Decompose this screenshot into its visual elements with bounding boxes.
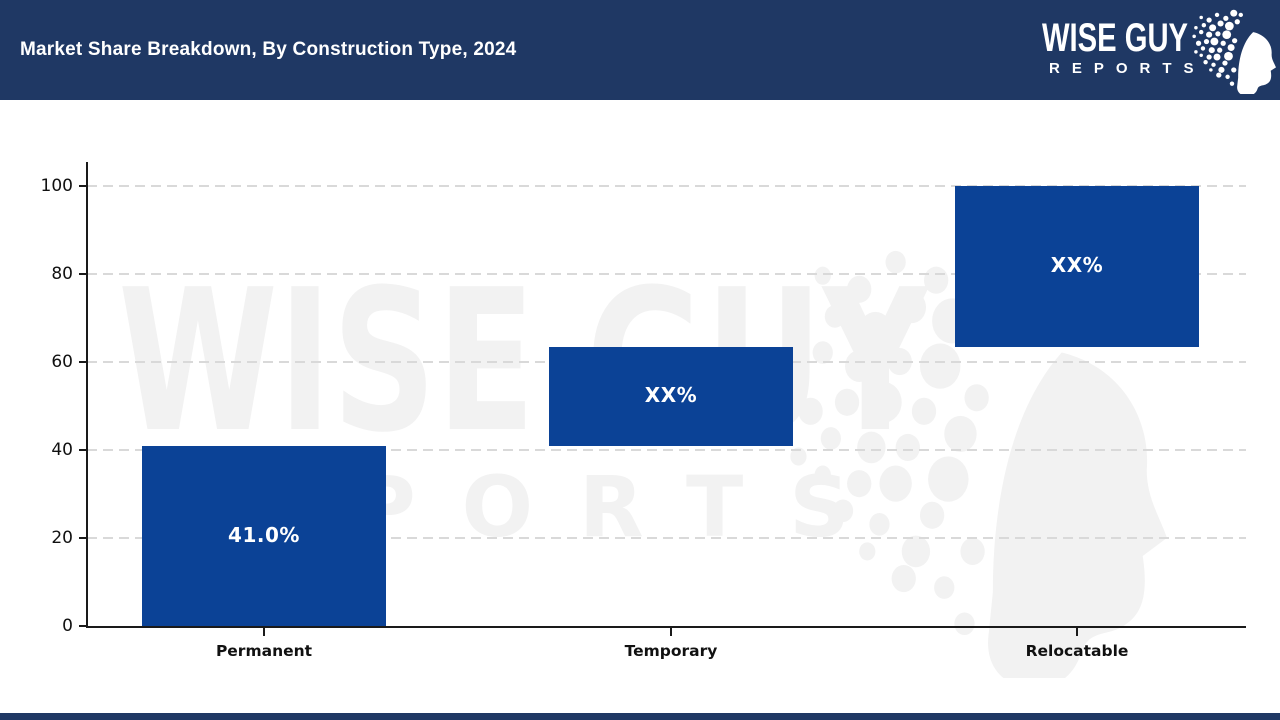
y-tick-label: 20 [51,528,73,548]
head-profile-dots-icon [1192,9,1276,94]
x-tick [1076,628,1078,636]
gridline [87,185,1246,187]
bar-plot: 0 20 40 60 80 100 41.0% Permanent XX% Temporary XX… [0,100,1280,713]
y-tick [79,537,87,539]
y-tick [79,273,87,275]
chart-title: Market Share Breakdown, By Construction … [20,39,517,60]
y-tick [79,361,87,363]
bar-permanent [142,445,386,626]
y-tick-label: 80 [51,264,73,284]
x-tick [263,628,265,636]
x-tick-label-relocatable: Relocatable [1025,642,1129,660]
chart-area: WISE GUY REPORTS 0 20 40 60 80 100 41.0% Perman… [0,100,1280,713]
bar-temporary [549,346,793,446]
gridline [87,449,1246,451]
bar-value-label: XX% [1050,253,1104,278]
y-tick [79,449,87,451]
x-tick [670,628,672,636]
gridline [87,537,1246,539]
bar-value-label: 41.0% [228,522,300,547]
footer-bar [0,713,1280,720]
y-tick-label: 100 [40,176,73,196]
logo-subtext: REPORTS [1049,60,1206,77]
y-tick [79,185,87,187]
x-tick-label-temporary: Temporary [624,642,718,660]
gridline [87,273,1246,275]
y-tick-label: 0 [62,616,73,636]
y-axis-line [86,162,88,628]
x-tick-label-permanent: Permanent [215,642,313,660]
bar-value-label: XX% [644,383,698,408]
header-bar: Market Share Breakdown, By Construction … [0,0,1280,100]
logo-wordmark: WISE GUY [1042,16,1189,60]
y-tick [79,625,87,627]
x-axis-line [86,626,1246,628]
y-tick-label: 40 [51,440,73,460]
y-tick-label: 60 [51,352,73,372]
